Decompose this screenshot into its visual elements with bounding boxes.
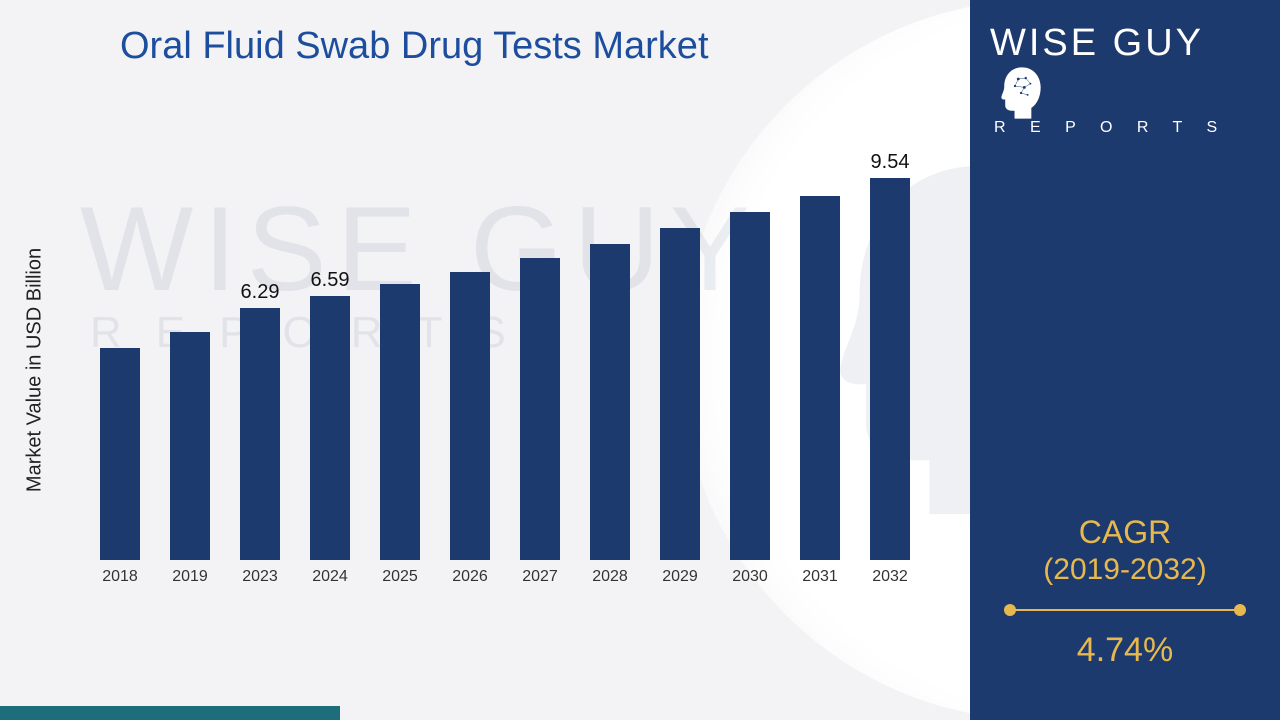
bar-slot: 9.542032 [855,140,925,560]
bar-slot: 2025 [365,140,435,560]
x-tick-label: 2026 [435,560,505,586]
bar [450,272,491,560]
bar-value-label: 6.59 [295,269,365,292]
bar [590,244,631,560]
brand-head-icon [994,65,1050,121]
y-axis-label: Market Value in USD Billion [24,248,47,492]
bar-slot: 6.592024 [295,140,365,560]
cagr-value: 4.74% [990,631,1260,670]
bar [380,284,421,560]
x-tick-label: 2019 [155,560,225,586]
x-tick-label: 2028 [575,560,645,586]
x-tick-label: 2023 [225,560,295,586]
x-tick-label: 2031 [785,560,855,586]
bar-value-label: 9.54 [855,151,925,174]
brand-line2: R E P O R T S [990,119,1250,137]
plot-area: 201820196.2920236.5920242025202620272028… [85,140,925,560]
bar-slot: 2027 [505,140,575,560]
bar [660,228,701,560]
bar [800,196,841,560]
bar-slot: 2029 [645,140,715,560]
chart-title: Oral Fluid Swab Drug Tests Market [120,25,709,68]
bar-slot: 2028 [575,140,645,560]
bar-slot: 2031 [785,140,855,560]
brand-line1: WISE GUY [990,22,1204,65]
bar [730,212,771,560]
bar [100,348,141,560]
x-tick-label: 2025 [365,560,435,586]
cagr-divider [1010,609,1240,611]
infographic-page: WISE GUY REPORTS WISE GUY [0,0,1280,720]
bar [870,178,911,560]
x-tick-label: 2027 [505,560,575,586]
bar [240,308,281,560]
cagr-period: (2019-2032) [990,553,1260,587]
bar-slot: 2018 [85,140,155,560]
bar-slot: 2026 [435,140,505,560]
x-tick-label: 2032 [855,560,925,586]
bar-slot: 6.292023 [225,140,295,560]
bar-slot: 2030 [715,140,785,560]
cagr-title: CAGR [990,514,1260,551]
bar [170,332,211,560]
bottom-accent-bar [0,706,340,720]
x-tick-label: 2030 [715,560,785,586]
bar [520,258,561,560]
x-tick-label: 2018 [85,560,155,586]
bar-chart: Market Value in USD Billion 201820196.29… [55,140,925,600]
cagr-box: CAGR (2019-2032) 4.74% [990,514,1260,670]
bar-slot: 2019 [155,140,225,560]
bar-value-label: 6.29 [225,281,295,304]
bar [310,296,351,560]
brand-logo: WISE GUY R E P O R T S [990,22,1250,137]
x-tick-label: 2024 [295,560,365,586]
x-tick-label: 2029 [645,560,715,586]
